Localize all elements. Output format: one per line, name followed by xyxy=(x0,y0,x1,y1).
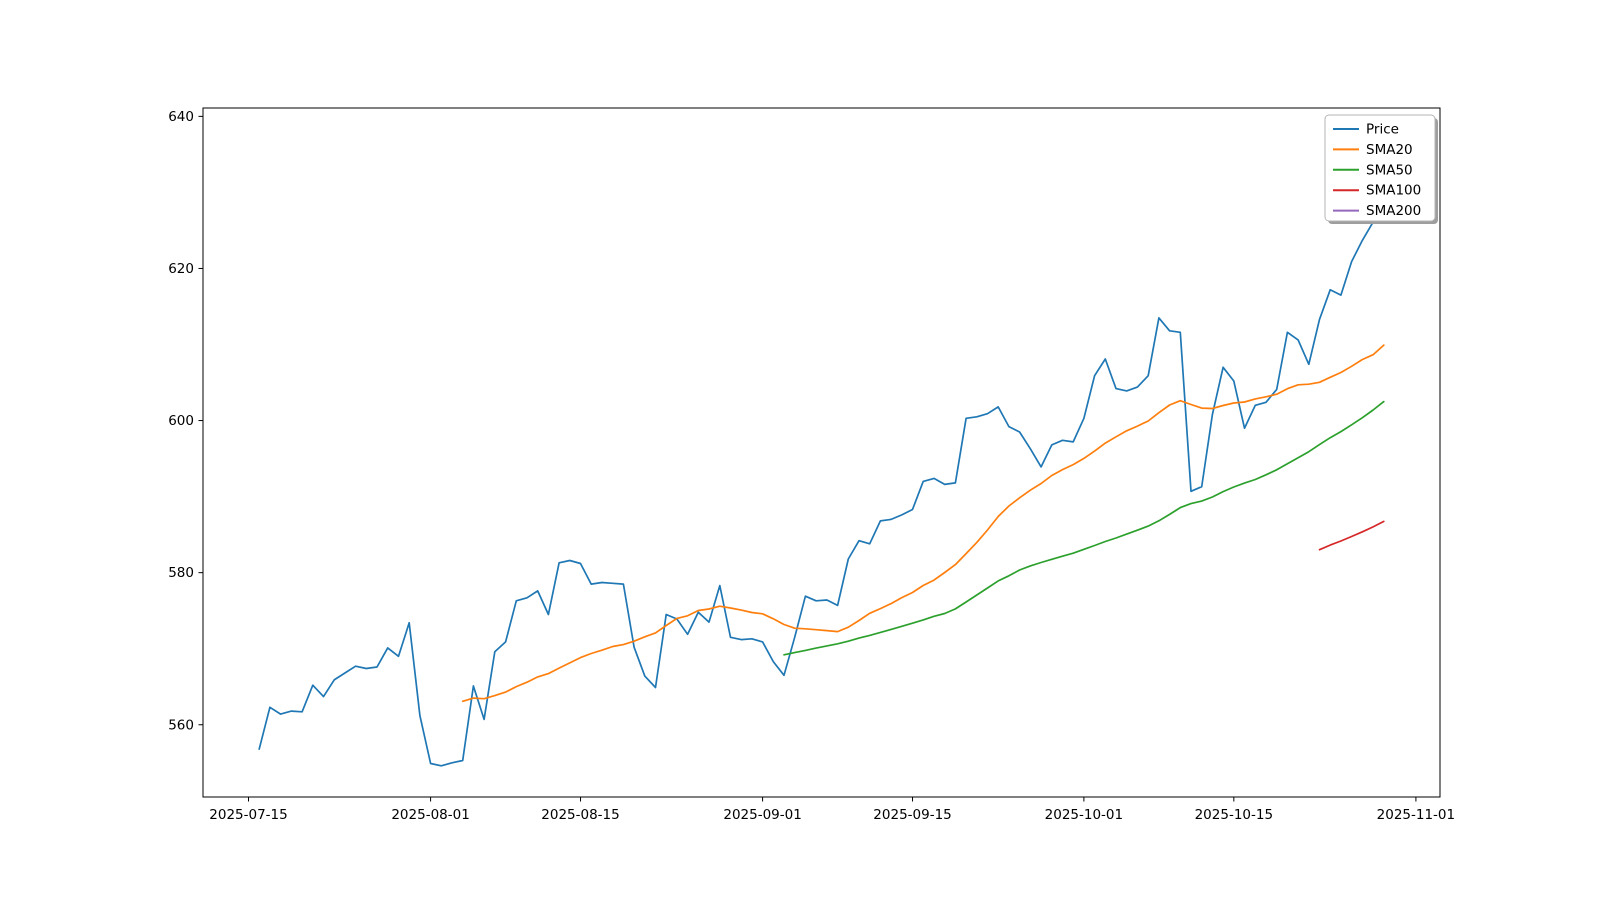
legend-item-sma200: SMA200 xyxy=(1333,203,1421,219)
x-axis-tick-label: 2025-08-15 xyxy=(541,807,619,823)
legend-label: SMA50 xyxy=(1366,162,1413,178)
x-axis-tick-label: 2025-08-01 xyxy=(391,807,469,823)
x-axis-tick-label: 2025-10-01 xyxy=(1045,807,1123,823)
x-axis-tick-label: 2025-09-01 xyxy=(723,807,801,823)
legend-label: SMA20 xyxy=(1366,142,1413,158)
legend-label: SMA100 xyxy=(1366,183,1421,199)
axis-ticks: 560 580 600 620 640 2025-07-15 2025-08-01 2025-… xyxy=(168,109,1455,823)
axes-frame xyxy=(202,107,1441,798)
y-axis-tick-label: 580 xyxy=(168,565,194,581)
legend-label: SMA200 xyxy=(1366,203,1421,219)
sma100-line xyxy=(1318,520,1385,551)
legend-box xyxy=(1324,114,1436,222)
price-line xyxy=(258,138,1385,767)
x-axis-tick-label: 2025-10-15 xyxy=(1195,807,1273,823)
plot-lines xyxy=(258,138,1385,767)
legend-item-sma100: SMA100 xyxy=(1333,183,1421,199)
x-axis-tick-label: 2025-11-01 xyxy=(1377,807,1455,823)
sma20-line xyxy=(461,344,1385,703)
y-axis-tick-label: 620 xyxy=(168,261,194,277)
y-axis-tick-label: 560 xyxy=(168,717,194,733)
legend-label: Price xyxy=(1366,122,1399,138)
sma50-line xyxy=(783,400,1385,656)
y-axis-tick-label: 640 xyxy=(168,109,194,125)
x-axis-tick-label: 2025-07-15 xyxy=(209,807,287,823)
legend-item-sma20: SMA20 xyxy=(1333,142,1413,158)
x-axis-tick-label: 2025-09-15 xyxy=(873,807,951,823)
legend-item-sma50: SMA50 xyxy=(1333,162,1413,178)
legend-item-price: Price xyxy=(1333,122,1399,138)
legend: Price SMA20 SMA50 SMA100 SMA200 xyxy=(1324,114,1438,224)
y-axis-tick-label: 600 xyxy=(168,413,194,429)
